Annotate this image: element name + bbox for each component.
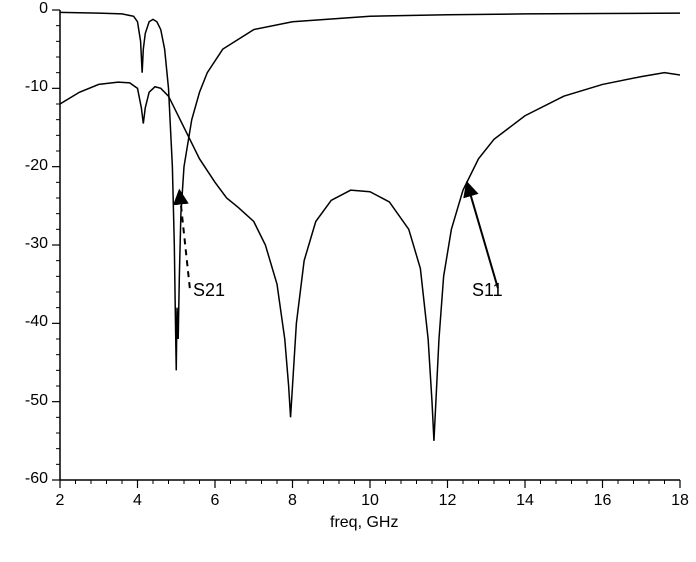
y-tick-label: -60 [8,470,48,488]
y-tick-label: -20 [8,157,48,175]
trace-s11 [60,73,680,441]
x-tick-label: 2 [40,492,80,510]
x-tick-label: 18 [660,492,696,510]
y-tick-label: -30 [8,235,48,253]
x-tick-label: 4 [118,492,158,510]
series-label-s11: S11 [472,280,503,301]
series-label-s21: S21 [193,280,225,301]
x-tick-label: 12 [428,492,468,510]
y-tick-label: -40 [8,313,48,331]
y-tick-label: -10 [8,78,48,96]
arrow-s11 [467,182,498,288]
y-tick-label: -50 [8,392,48,410]
sparam-chart [0,0,696,562]
y-tick-label: 0 [8,0,48,18]
x-tick-label: 16 [583,492,623,510]
x-tick-label: 8 [273,492,313,510]
x-axis-label: freq, GHz [330,514,398,532]
x-tick-label: 10 [350,492,390,510]
x-tick-label: 6 [195,492,235,510]
x-tick-label: 14 [505,492,545,510]
